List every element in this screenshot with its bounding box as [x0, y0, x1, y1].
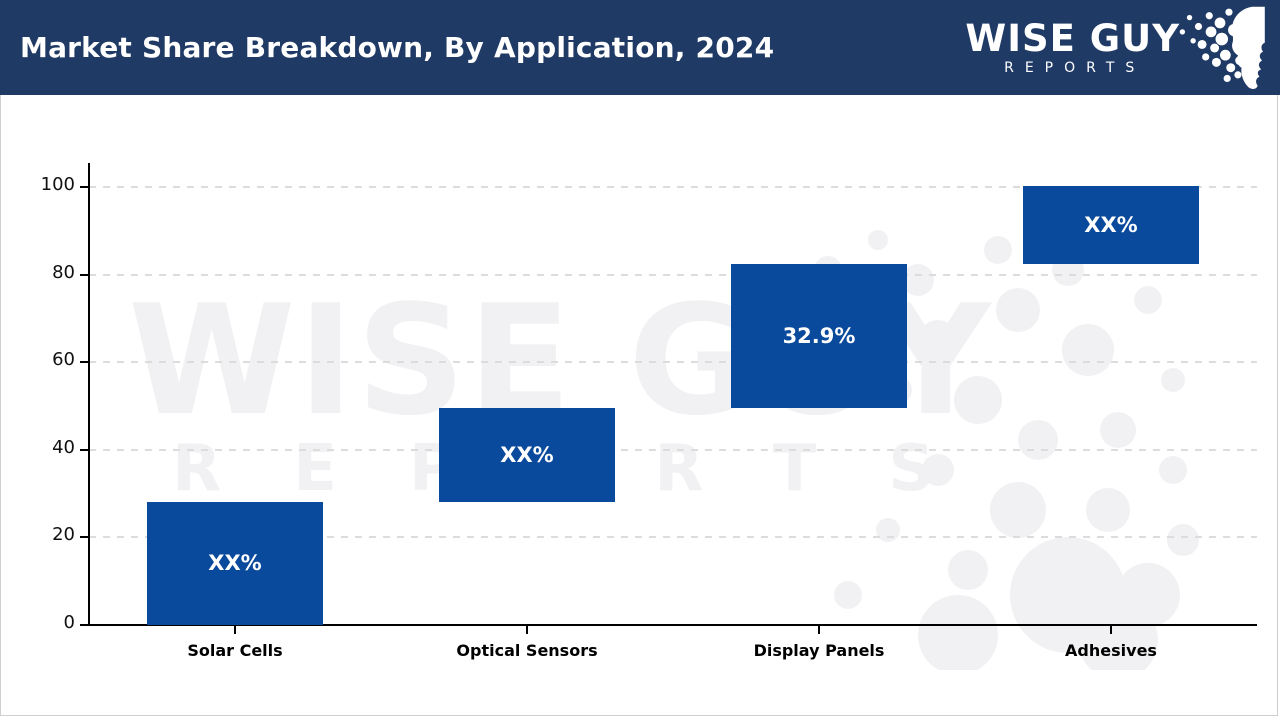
y-tick-label-60: 60 [52, 349, 75, 371]
x-category-label: Optical Sensors [456, 641, 598, 660]
brand-subtitle: REPORTS [1004, 59, 1146, 76]
bar-value-label: XX% [208, 551, 262, 576]
bar-optical-sensors: XX% [439, 407, 615, 502]
y-tick-mark-60 [80, 361, 88, 364]
y-tick-label-80: 80 [52, 261, 75, 283]
bar-solar-cells: XX% [147, 501, 323, 625]
y-tick-mark-20 [80, 536, 88, 539]
y-tick-mark-100 [80, 186, 88, 189]
gridline-40 [89, 448, 1257, 451]
brand-logo-text: WISE GUY REPORTS [965, 16, 1180, 76]
y-tick-label-20: 20 [52, 524, 75, 546]
bar-display-panels: 32.9% [731, 263, 907, 408]
x-axis-line [88, 624, 1257, 626]
x-category-label: Solar Cells [187, 641, 283, 660]
x-tick-mark-0 [234, 626, 236, 634]
gridline-80 [89, 273, 1257, 276]
gridline-60 [89, 361, 1257, 364]
x-category-label: Display Panels [753, 641, 885, 660]
y-tick-mark-0 [80, 624, 88, 626]
x-tick-mark-3 [1110, 626, 1112, 634]
y-tick-label-100: 100 [40, 174, 75, 196]
y-tick-label-40: 40 [52, 436, 75, 458]
y-tick-mark-40 [80, 448, 88, 451]
x-tick-mark-1 [526, 626, 528, 634]
bar-value-label: 32.9% [782, 323, 856, 348]
brand-name: WISE GUY [965, 16, 1180, 60]
x-category-label: Adhesives [1065, 641, 1157, 660]
bar-value-label: XX% [1084, 213, 1138, 238]
y-axis-line [88, 163, 90, 626]
y-tick-label-0: 0 [63, 612, 75, 633]
bar-adhesives: XX% [1023, 186, 1199, 264]
y-tick-mark-80 [80, 273, 88, 276]
gridline-20 [89, 536, 1257, 539]
page-title: Market Share Breakdown, By Application, … [20, 31, 775, 64]
brand-logo: WISE GUY REPORTS [965, 5, 1280, 91]
x-tick-mark-2 [818, 626, 820, 634]
head-profile-dots-icon [1179, 6, 1265, 89]
gridline-100 [89, 186, 1257, 189]
bar-value-label: XX% [500, 442, 554, 467]
header-bar: Market Share Breakdown, By Application, … [0, 0, 1280, 95]
